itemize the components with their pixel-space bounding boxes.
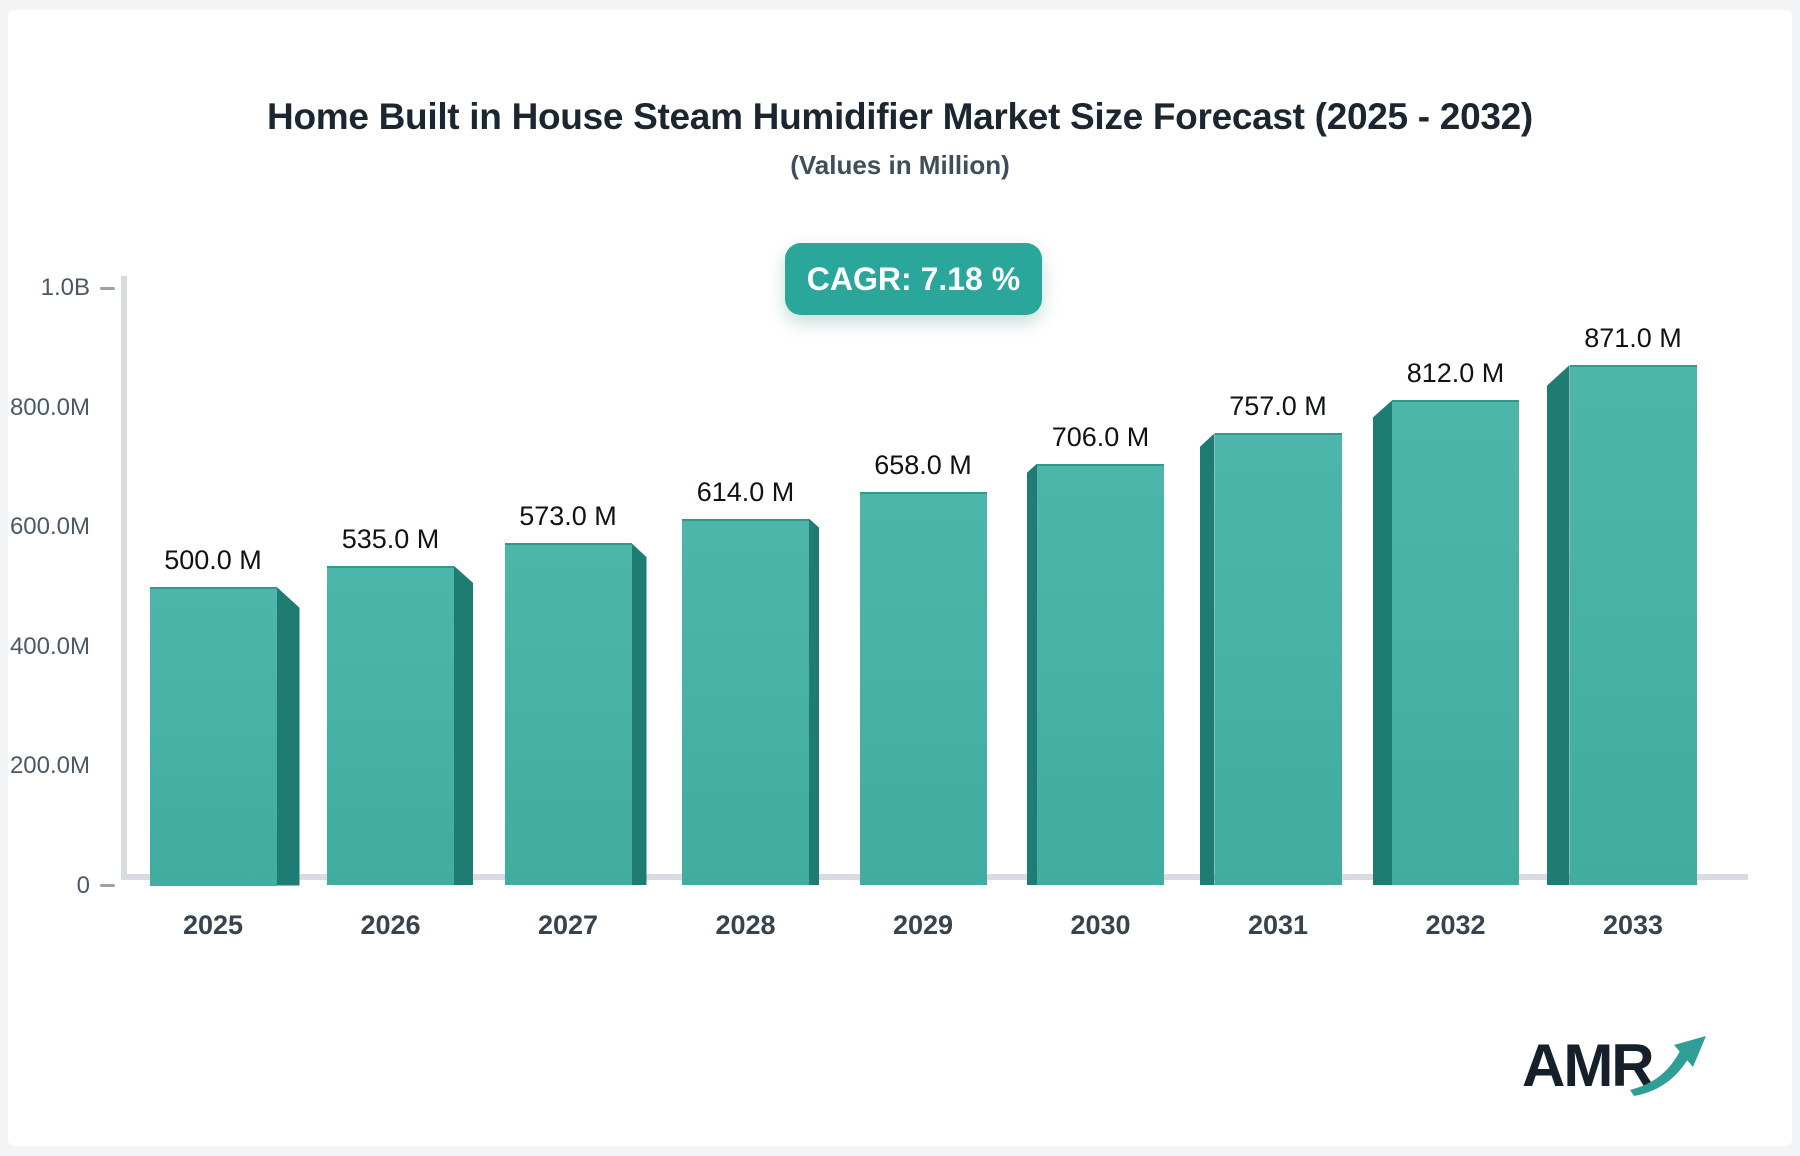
bar-side-panel-2025 [276,586,300,886]
bar-2025 [149,586,277,886]
y-axis-tick-label: 1.0B [40,274,90,301]
y-axis-tick-label: 600.0M [9,513,90,540]
bar-2027 [504,543,632,886]
bar-value-label-2028: 614.0 M [696,476,795,507]
bar-value-label-2029: 658.0 M [874,450,972,481]
bar-2033 [1569,365,1697,886]
cagr-badge: CAGR: 7.18 % [785,243,1042,315]
y-axis-tick-mark [100,286,115,290]
bar-value-label-2032: 812.0 M [1406,358,1505,389]
bar-2032 [1392,400,1519,886]
y-axis-line [121,276,127,880]
bar-side-panel-2027 [631,543,647,886]
bar-value-label-2031: 757.0 M [1229,391,1327,422]
bar-value-label-2026: 535.0 M [341,523,440,554]
y-axis-tick-label: 800.0M [9,393,90,421]
cagr-badge-label: CAGR: 7.18 % [806,260,1021,297]
bar-side-panel-2028 [809,518,819,886]
x-axis-label-2026: 2026 [360,910,421,940]
bar-value-label-2030: 706.0 M [1051,421,1150,452]
amr-logo: AMR [1516,1022,1726,1112]
y-axis-tick-label: 0 [76,871,90,899]
x-axis-label-2030: 2030 [1070,910,1131,940]
y-axis-tick-label: 400.0M [9,632,90,660]
amr-logo-arrowhead-icon [1674,1036,1706,1067]
x-axis-label-2032: 2032 [1425,910,1486,940]
bar-2031 [1214,433,1342,886]
amr-logo-text: AMR [1522,1032,1654,1099]
amr-logo-graphic: AMR [1522,1032,1706,1099]
bar-2030 [1037,463,1164,886]
chart-subtitle: (Values in Million) [790,150,1010,180]
x-axis-label-2025: 2025 [182,910,244,940]
y-axis-tick-mark [100,884,115,887]
bar-side-panel-2031 [1199,433,1215,886]
x-axis-label-2029: 2029 [892,910,954,940]
bar-side-panel-2033 [1546,365,1570,886]
x-axis-label-2033: 2033 [1602,910,1664,940]
y-axis-tick-label: 200.0M [9,752,90,779]
x-axis-label-2031: 2031 [1247,910,1309,940]
bar-value-label-2033: 871.0 M [1584,323,1682,354]
x-axis-label-2028: 2028 [715,910,776,940]
bar-2028 [682,518,809,886]
x-axis-label-2027: 2027 [537,910,599,940]
bar-value-label-2025: 500.0 M [164,544,262,575]
bar-2026 [327,565,454,886]
bar-side-panel-2026 [454,565,473,886]
bar-value-label-2027: 573.0 M [519,501,617,532]
bar-side-panel-2032 [1373,400,1392,886]
bar-2029 [859,492,987,886]
bar-side-panel-2030 [1027,463,1037,886]
amr-logo-swoosh-icon [1630,1049,1692,1096]
chart-title: Home Built in House Steam Humidifier Mar… [267,96,1533,137]
